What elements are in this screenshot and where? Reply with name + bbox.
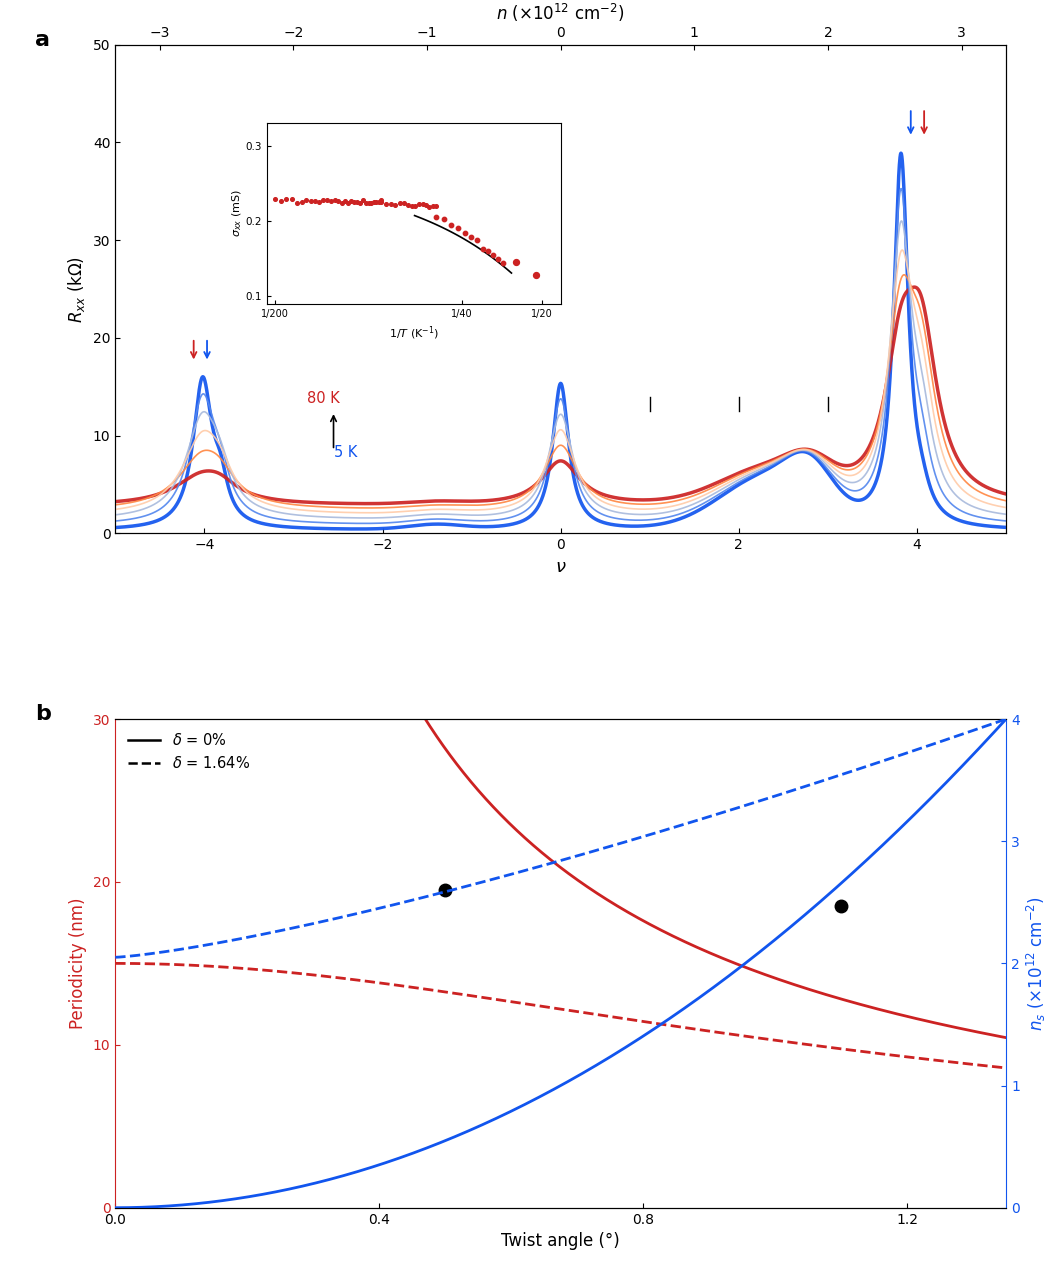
Text: b: b (36, 704, 51, 725)
Text: a: a (36, 31, 50, 50)
Y-axis label: $n_s$ ($\times$10$^{12}$ cm$^{-2}$): $n_s$ ($\times$10$^{12}$ cm$^{-2}$) (1025, 896, 1048, 1031)
X-axis label: Twist angle (°): Twist angle (°) (501, 1232, 620, 1250)
Legend: $\delta$ = 0%, $\delta$ = 1.64%: $\delta$ = 0%, $\delta$ = 1.64% (123, 726, 256, 777)
Y-axis label: $R_{xx}$ (k$\Omega$): $R_{xx}$ (k$\Omega$) (66, 256, 87, 322)
Y-axis label: Periodicity (nm): Periodicity (nm) (69, 897, 87, 1029)
Text: 5 K: 5 K (333, 445, 357, 460)
X-axis label: $\nu$: $\nu$ (554, 557, 567, 576)
X-axis label: $n$ ($\times$10$^{12}$ cm$^{-2}$): $n$ ($\times$10$^{12}$ cm$^{-2}$) (497, 3, 625, 24)
Text: 80 K: 80 K (307, 391, 340, 406)
